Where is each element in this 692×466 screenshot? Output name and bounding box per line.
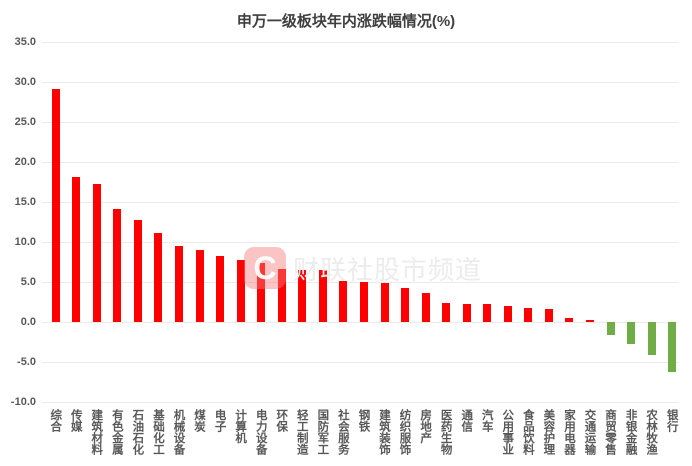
- x-axis-label: 非银金融: [624, 409, 637, 455]
- gridline: [42, 402, 679, 403]
- x-axis-label: 电子: [213, 409, 226, 432]
- x-axis-label: 计算机: [234, 409, 247, 444]
- bar: [195, 250, 204, 322]
- gridline: [42, 162, 679, 163]
- x-axis-label: 基础化工: [151, 409, 164, 455]
- bar: [113, 209, 122, 322]
- bar: [359, 282, 368, 322]
- y-axis-tick-label: 35.0: [14, 36, 36, 48]
- bar: [442, 302, 451, 322]
- x-axis-label: 钢铁: [357, 409, 370, 432]
- bar: [175, 246, 183, 322]
- x-axis-label: 煤炭: [193, 409, 206, 432]
- y-axis-tick-label: 5.0: [20, 276, 36, 288]
- bar: [133, 219, 142, 322]
- x-axis-label: 环保: [275, 409, 288, 432]
- bar: [503, 306, 512, 322]
- x-axis-label: 农林牧渔: [645, 409, 658, 455]
- x-axis-label: 交通运输: [583, 409, 596, 455]
- x-axis-label: 轻工制造: [295, 409, 308, 455]
- x-axis-label: 国防军工: [316, 409, 329, 455]
- x-axis-label: 综合: [49, 409, 62, 432]
- x-axis-label: 食品饮料: [521, 409, 534, 455]
- bar: [298, 270, 307, 322]
- bar: [586, 320, 594, 322]
- gridline: [42, 362, 679, 363]
- bar: [668, 322, 677, 373]
- x-axis-label: 美容护理: [542, 409, 555, 455]
- x-axis-label: 石油石化: [131, 409, 144, 455]
- x-axis-label: 商贸零售: [604, 409, 617, 455]
- bar: [401, 287, 410, 322]
- y-axis-tick-label: 15.0: [14, 196, 36, 208]
- x-axis-label: 房地产: [419, 409, 432, 444]
- y-axis-tick-label: 0.0: [20, 316, 36, 328]
- bar: [257, 262, 266, 322]
- gridline: [42, 322, 679, 323]
- bar: [216, 255, 225, 322]
- x-axis-label: 电力设备: [254, 409, 267, 455]
- bar: [380, 282, 389, 322]
- x-axis-label: 通信: [460, 409, 473, 432]
- bar: [421, 293, 430, 322]
- y-axis-tick-label: 10.0: [14, 236, 36, 248]
- y-axis-tick-label: 20.0: [14, 156, 36, 168]
- bar: [544, 309, 553, 322]
- bar: [647, 322, 656, 355]
- x-axis-label: 建筑材料: [90, 409, 103, 455]
- bar: [318, 270, 327, 322]
- bar: [627, 322, 636, 344]
- bar: [565, 318, 574, 322]
- chart-title: 申万一级板块年内涨跌幅情况(%): [236, 13, 456, 30]
- y-axis-tick-label: 25.0: [14, 116, 36, 128]
- x-axis-label: 传媒: [69, 409, 82, 432]
- gridline: [42, 82, 679, 83]
- bar: [483, 304, 492, 322]
- gridline: [42, 122, 679, 123]
- gridline: [42, 42, 679, 43]
- bar: [236, 259, 245, 322]
- bar: [339, 281, 348, 322]
- x-axis-label: 社会服务: [336, 409, 349, 455]
- bar: [462, 304, 471, 322]
- y-axis-tick-label: -10.0: [10, 396, 36, 408]
- bar: [277, 269, 286, 322]
- x-axis-label: 纺织服饰: [398, 409, 411, 455]
- x-axis-label: 有色金属: [110, 409, 123, 455]
- gridline: [42, 202, 679, 203]
- bar: [51, 89, 60, 322]
- bar: [72, 177, 81, 322]
- x-axis-label: 汽车: [480, 409, 493, 432]
- x-axis-label: 机械设备: [172, 409, 185, 455]
- bar: [524, 308, 533, 322]
- x-axis-label: 医药生物: [439, 409, 452, 455]
- x-axis-label: 公用事业: [501, 409, 514, 455]
- gridline: [42, 242, 679, 243]
- bar: [92, 183, 101, 322]
- x-axis-label: 建筑装饰: [378, 409, 390, 455]
- bar: [606, 322, 615, 335]
- x-axis-label: 家用电器: [562, 409, 575, 455]
- y-axis-tick-label: -5.0: [17, 356, 36, 368]
- x-axis-label: 银行: [665, 409, 678, 432]
- y-axis-tick-label: 30.0: [14, 76, 36, 88]
- bar: [154, 233, 163, 322]
